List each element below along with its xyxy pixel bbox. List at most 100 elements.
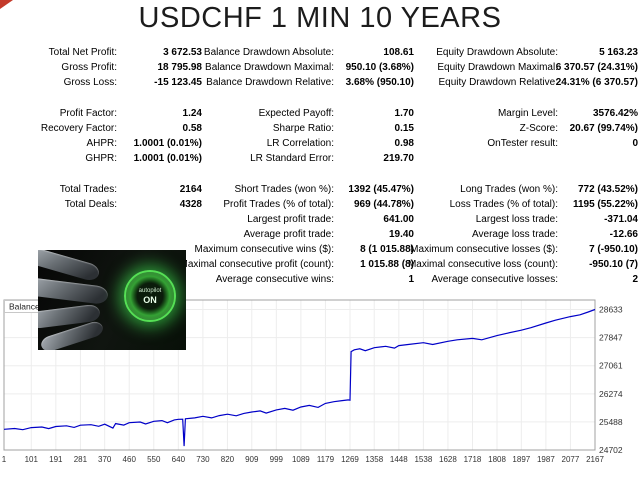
stats-table: Total Net Profit: 3 672.53 Balance Drawdow…	[2, 46, 638, 304]
stat-value: -12.66	[609, 229, 638, 240]
stats-row: Recovery Factor: 0.58 Sharpe Ratio: 0.15 Z-S…	[2, 122, 638, 137]
stat-label: Short Trades (won %):	[234, 184, 334, 195]
y-tick-label: 26274	[599, 389, 623, 399]
x-tick-label: 1538	[414, 455, 432, 464]
stat-value: 219.70	[383, 153, 414, 164]
y-tick-label: 27061	[599, 361, 623, 371]
stat-value: 2164	[179, 184, 202, 195]
stat-label: Equity Drawdown Absolute:	[436, 47, 558, 58]
stat-label: Recovery Factor:	[40, 123, 117, 134]
x-tick-label: 730	[196, 455, 210, 464]
x-tick-label: 2167	[586, 455, 604, 464]
stat-value: 641.00	[383, 214, 414, 225]
stat-value: 0.58	[182, 123, 202, 134]
stats-row: Average consecutive wins: 1 Average consec…	[2, 273, 638, 288]
stat-value: 1392 (45.47%)	[348, 184, 414, 195]
stat-value: 950.10 (3.68%)	[345, 62, 414, 73]
stat-label: Maximum consecutive wins ($):	[194, 244, 334, 255]
x-tick-label: 1897	[512, 455, 530, 464]
stat-label: Profit Trades (% of total):	[223, 199, 334, 210]
x-tick-label: 1808	[488, 455, 506, 464]
x-tick-label: 1987	[537, 455, 555, 464]
y-tick-label: 25488	[599, 417, 623, 427]
stat-value: 7 (-950.10)	[589, 244, 638, 255]
stat-label: Average consecutive losses:	[431, 274, 558, 285]
stat-value: 1.0001 (0.01%)	[133, 138, 202, 149]
y-tick-label: 27847	[599, 333, 623, 343]
chart-legend-label: Balance	[9, 302, 40, 312]
stat-value: 772 (43.52%)	[577, 184, 638, 195]
stats-row: Gross Loss: -15 123.45 Balance Drawdown Re…	[2, 76, 638, 91]
stat-label: Largest profit trade:	[247, 214, 334, 225]
stats-row: Maximum consecutive wins ($): 8 (1 015.88…	[2, 243, 638, 258]
x-tick-label: 820	[221, 455, 235, 464]
stat-label: LR Correlation:	[266, 138, 334, 149]
stat-value: 19.40	[388, 229, 414, 240]
x-tick-label: 1628	[439, 455, 457, 464]
stat-label: Balance Drawdown Maximal:	[205, 62, 334, 73]
stat-label: Maximal consecutive loss (count):	[407, 259, 558, 270]
stat-label: Balance Drawdown Absolute:	[203, 47, 334, 58]
stats-row: Average profit trade: 19.40 Average loss t…	[2, 228, 638, 243]
y-tick-label: 24702	[599, 445, 623, 455]
page-title: USDCHF 1 MIN 10 YEARS	[138, 2, 502, 34]
robot-finger	[38, 250, 101, 283]
stat-value: 6 370.57 (24.31%)	[555, 62, 638, 73]
stat-value: 1 015.88 (8)	[360, 259, 414, 270]
stat-label: Z-Score:	[519, 123, 558, 134]
stat-label: Largest loss trade:	[475, 214, 558, 225]
stat-label: AHPR:	[86, 138, 117, 149]
autopilot-button-state: ON	[143, 294, 157, 305]
stat-value: 18 795.98	[157, 62, 203, 73]
x-tick-label: 1358	[365, 455, 383, 464]
stat-label: Maximum consecutive losses ($):	[410, 244, 558, 255]
x-tick-label: 2077	[562, 455, 580, 464]
balance-chart: 28633 27847 27061 26274 25488 24702 1 101 191 281…	[2, 298, 638, 478]
x-tick-label: 550	[147, 455, 161, 464]
stat-label: OnTester result:	[487, 138, 558, 149]
stat-value: 3 672.53	[163, 47, 202, 58]
stat-label: Margin Level:	[497, 108, 558, 119]
stats-row: Total Deals: 4328 Profit Trades (% of tota…	[2, 198, 638, 213]
x-tick-label: 1089	[292, 455, 310, 464]
x-tick-label: 101	[25, 455, 39, 464]
stats-row: Total Net Profit: 3 672.53 Balance Drawdow…	[2, 46, 638, 61]
stat-value: 0	[632, 138, 638, 149]
x-tick-label: 460	[123, 455, 137, 464]
stat-label: Equity Drawdown Maximal:	[437, 62, 558, 73]
stat-label: Long Trades (won %):	[460, 184, 558, 195]
stat-value: 5 163.23	[599, 47, 638, 58]
x-tick-label: 1	[2, 455, 7, 464]
stat-value: -15 123.45	[154, 77, 202, 88]
x-tick-label: 909	[245, 455, 259, 464]
stats-row: Maximal consecutive profit (count): 1 015…	[2, 258, 638, 273]
stat-value: 3576.42%	[592, 108, 638, 119]
stats-row: Total Trades: 2164 Short Trades (won %): 13…	[2, 183, 638, 198]
balance-line	[3, 308, 596, 447]
x-tick-label: 1448	[390, 455, 408, 464]
stat-label: Gross Profit:	[61, 62, 117, 73]
stat-label: Maximal consecutive profit (count):	[179, 259, 334, 270]
stat-label: Expected Payoff:	[258, 108, 334, 119]
x-tick-label: 1718	[464, 455, 482, 464]
x-tick-label: 640	[172, 455, 186, 464]
stat-value: 24.31% (6 370.57)	[555, 77, 638, 88]
stats-row: Gross Profit: 18 795.98 Balance Drawdown M…	[2, 61, 638, 76]
stat-value: 1195 (55.22%)	[572, 199, 638, 210]
stats-row: Profit Factor: 1.24 Expected Payoff: 1.70 Ma…	[2, 107, 638, 122]
stat-label: Average profit trade:	[243, 229, 334, 240]
x-tick-label: 370	[98, 455, 112, 464]
stat-value: 969 (44.78%)	[353, 199, 414, 210]
x-tick-label: 281	[74, 455, 88, 464]
stat-value: 3.68% (950.10)	[345, 77, 414, 88]
stat-value: 1.70	[394, 108, 414, 119]
x-tick-label: 1179	[317, 455, 335, 464]
stat-value: 0.15	[394, 123, 414, 134]
autopilot-button-label: autopilot	[138, 287, 162, 294]
stat-label: Total Deals:	[64, 199, 117, 210]
stat-value: -950.10 (7)	[589, 259, 638, 270]
stat-value: 108.61	[383, 47, 414, 58]
stat-value: 20.67 (99.74%)	[569, 123, 638, 134]
stat-value: 0.98	[394, 138, 414, 149]
stat-label: Loss Trades (% of total):	[449, 199, 558, 210]
